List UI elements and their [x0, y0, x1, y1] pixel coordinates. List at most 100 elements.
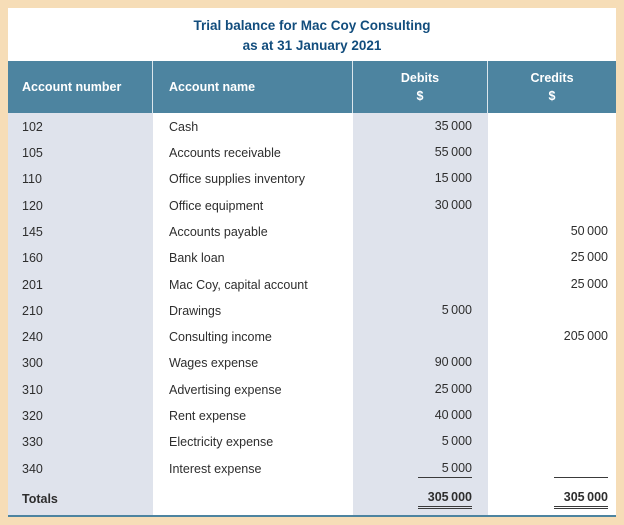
- table-row: 240 Consulting income 205 000: [8, 324, 616, 351]
- credit-amount: [554, 178, 608, 180]
- debit-amount: 5 000: [441, 302, 472, 317]
- totals-credit-amount: 305 000: [554, 490, 608, 509]
- debit-amount: 25 000: [434, 381, 472, 396]
- debit-amount: [418, 336, 472, 338]
- credit-amount: [554, 441, 608, 443]
- debit-amount: 15 000: [434, 171, 472, 186]
- table-row: 120 Office equipment 30 000: [8, 192, 616, 219]
- credit-cell: [488, 456, 616, 483]
- debit-cell: [353, 218, 488, 246]
- credit-cell: [488, 192, 616, 218]
- account-number-cell: 201: [8, 271, 153, 298]
- debit-cell: 5 000: [353, 297, 488, 324]
- header-account-name: Account name: [153, 61, 353, 114]
- debit-cell: 55 000: [353, 139, 488, 167]
- account-name-cell: Interest expense: [169, 462, 262, 477]
- totals-label: Totals: [8, 483, 153, 515]
- credit-amount: [554, 310, 608, 312]
- table-row: 320 Rent expense 40 000: [8, 402, 616, 430]
- debit-cell: 30 000: [353, 192, 488, 219]
- credit-amount: [554, 415, 608, 417]
- credit-amount: 25 000: [570, 276, 608, 291]
- table-row: 160 Bank loan 25 000: [8, 245, 616, 272]
- debit-amount: 5 000: [441, 434, 472, 449]
- debit-amount: [418, 284, 472, 286]
- table-body: 102 Cash 35 000 105 Accounts receivable 55 00…: [8, 113, 616, 483]
- currency-symbol: $: [548, 89, 556, 104]
- debit-cell: 40 000: [353, 402, 488, 430]
- credit-cell: [488, 166, 616, 192]
- account-name-cell: Accounts payable: [169, 224, 268, 239]
- account-name-cell: Office supplies inventory: [169, 172, 305, 187]
- credit-amount: 50 000: [570, 223, 608, 238]
- totals-debit-cell: 305 000: [353, 483, 488, 515]
- debit-amount: 5 000: [418, 461, 472, 478]
- title-line-2: as at 31 January 2021: [242, 37, 382, 53]
- header-label: Credits: [530, 71, 574, 86]
- header-credits: Credits $: [488, 61, 616, 113]
- credit-cell: [488, 113, 616, 139]
- totals-spacer: [153, 483, 353, 515]
- account-number-cell: 160: [8, 245, 153, 272]
- account-number-cell: 340: [8, 455, 153, 483]
- debit-amount: 40 000: [434, 408, 472, 423]
- table-row: 300 Wages expense 90 000: [8, 350, 616, 377]
- header-label: Account name: [169, 80, 256, 95]
- account-number-cell: 210: [8, 297, 153, 324]
- totals-debit-amount: 305 000: [418, 490, 472, 509]
- credit-cell: [488, 377, 616, 403]
- account-number-cell: 320: [8, 402, 153, 430]
- table-row: 105 Accounts receivable 55 000: [8, 139, 616, 167]
- table-header: Account number Account name Debits $ Cre…: [8, 61, 616, 114]
- credit-amount: [554, 152, 608, 154]
- table-row: 102 Cash 35 000: [8, 113, 616, 140]
- debit-amount: 55 000: [434, 144, 472, 159]
- debit-cell: 90 000: [353, 350, 488, 377]
- credit-cell: [488, 403, 616, 429]
- credit-cell: [488, 350, 616, 376]
- credit-amount: [554, 461, 608, 478]
- debit-cell: [353, 271, 488, 298]
- debit-cell: 35 000: [353, 113, 488, 140]
- account-name-cell: Electricity expense: [169, 435, 274, 450]
- debit-cell: [353, 324, 488, 351]
- debit-amount: 35 000: [434, 118, 472, 133]
- account-name-cell: Wages expense: [169, 356, 259, 371]
- account-number-cell: 120: [8, 192, 153, 219]
- credit-cell: 25 000: [488, 245, 616, 271]
- account-number-cell: 110: [8, 166, 153, 193]
- account-number-cell: 145: [8, 218, 153, 246]
- account-name-cell: Consulting income: [169, 330, 272, 345]
- credit-cell: [488, 429, 616, 455]
- totals-credit-cell: 305 000: [488, 483, 616, 515]
- debit-amount: [418, 231, 472, 233]
- table-row: 210 Drawings 5 000: [8, 297, 616, 324]
- header-label: Debits: [400, 71, 440, 86]
- account-number-cell: 102: [8, 113, 153, 140]
- credit-amount: [554, 126, 608, 128]
- debit-cell: 25 000: [353, 376, 488, 403]
- account-name-cell: Cash: [169, 119, 199, 134]
- debit-cell: 5 000: [353, 455, 488, 483]
- debit-cell: 15 000: [353, 166, 488, 193]
- table-row: 145 Accounts payable 50 000: [8, 218, 616, 246]
- table-row: 330 Electricity expense 5 000: [8, 429, 616, 456]
- debit-cell: [353, 245, 488, 272]
- header-debits: Debits $: [353, 61, 488, 114]
- debit-amount: [418, 257, 472, 259]
- account-name-cell: Bank loan: [169, 251, 225, 266]
- account-number-cell: 310: [8, 376, 153, 403]
- credit-cell: [488, 298, 616, 324]
- table-row: 310 Advertising expense 25 000: [8, 376, 616, 403]
- totals-row: Totals 305 000 305 000: [8, 483, 616, 515]
- currency-symbol: $: [416, 89, 424, 104]
- credit-cell: 205 000: [488, 324, 616, 350]
- account-name-cell: Office equipment: [169, 198, 264, 213]
- account-number-cell: 240: [8, 324, 153, 351]
- account-name-cell: Mac Coy, capital account: [169, 277, 308, 292]
- trial-balance-card: Trial balance for Mac Coy Consulting as …: [8, 8, 616, 517]
- debit-amount: 30 000: [434, 197, 472, 212]
- title-line-1: Trial balance for Mac Coy Consulting: [193, 18, 431, 33]
- header-label: Account number: [22, 80, 122, 95]
- account-name-cell: Drawings: [169, 303, 222, 318]
